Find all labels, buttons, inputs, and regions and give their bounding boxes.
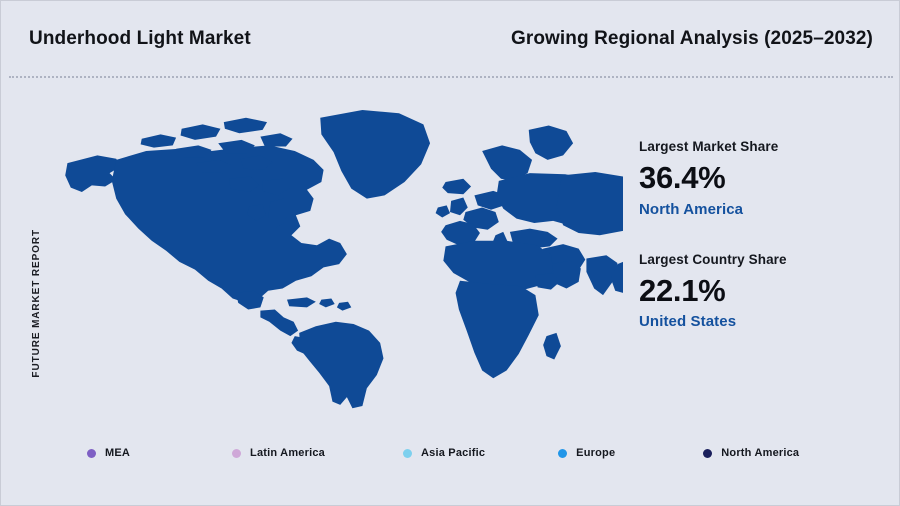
stats-panel: Largest Market Share 36.4% North America…	[639, 139, 889, 364]
legend-dot-icon	[87, 448, 96, 458]
stat-largest-market-share: Largest Market Share 36.4% North America	[639, 139, 889, 218]
legend-item-north-america: North America	[703, 447, 799, 459]
legend-item-asia-pacific: Asia Pacific	[403, 447, 485, 459]
legend-label: MEA	[105, 447, 131, 459]
legend-label: North America	[721, 447, 800, 459]
stat-region: North America	[639, 200, 744, 218]
legend-dot-icon	[558, 448, 568, 458]
stat-value: 36.4%	[639, 160, 726, 195]
legend-label: Asia Pacific	[421, 447, 486, 459]
stat-largest-country-share: Largest Country Share 22.1% United State…	[639, 252, 889, 331]
world-map-icon	[65, 109, 623, 409]
header-divider	[9, 76, 893, 78]
stat-label: Largest Country Share	[639, 251, 787, 267]
stat-label: Largest Market Share	[639, 139, 779, 154]
page-title: Underhood Light Market	[29, 28, 251, 49]
legend-dot-icon	[403, 448, 412, 458]
publisher-watermark: FUTURE MARKET REPORT	[31, 229, 42, 378]
stat-region: United States	[639, 313, 737, 331]
world-map	[63, 93, 623, 413]
legend-item-mea: MEA	[87, 447, 130, 459]
header-bar: Underhood Light Market Growing Regional …	[1, 1, 899, 77]
header-subtitle: Growing Regional Analysis (2025–2032)	[510, 28, 873, 49]
legend-item-europe: Europe	[558, 447, 615, 459]
legend-dot-icon	[703, 448, 713, 458]
stat-value: 22.1%	[639, 272, 726, 308]
legend-dot-icon	[232, 448, 242, 458]
legend-label: Latin America	[250, 447, 325, 459]
legend-item-latin-america: Latin America	[232, 447, 325, 459]
region-legend: MEA Latin America Asia Pacific Europe No…	[87, 447, 807, 459]
legend-label: Europe	[576, 447, 616, 459]
